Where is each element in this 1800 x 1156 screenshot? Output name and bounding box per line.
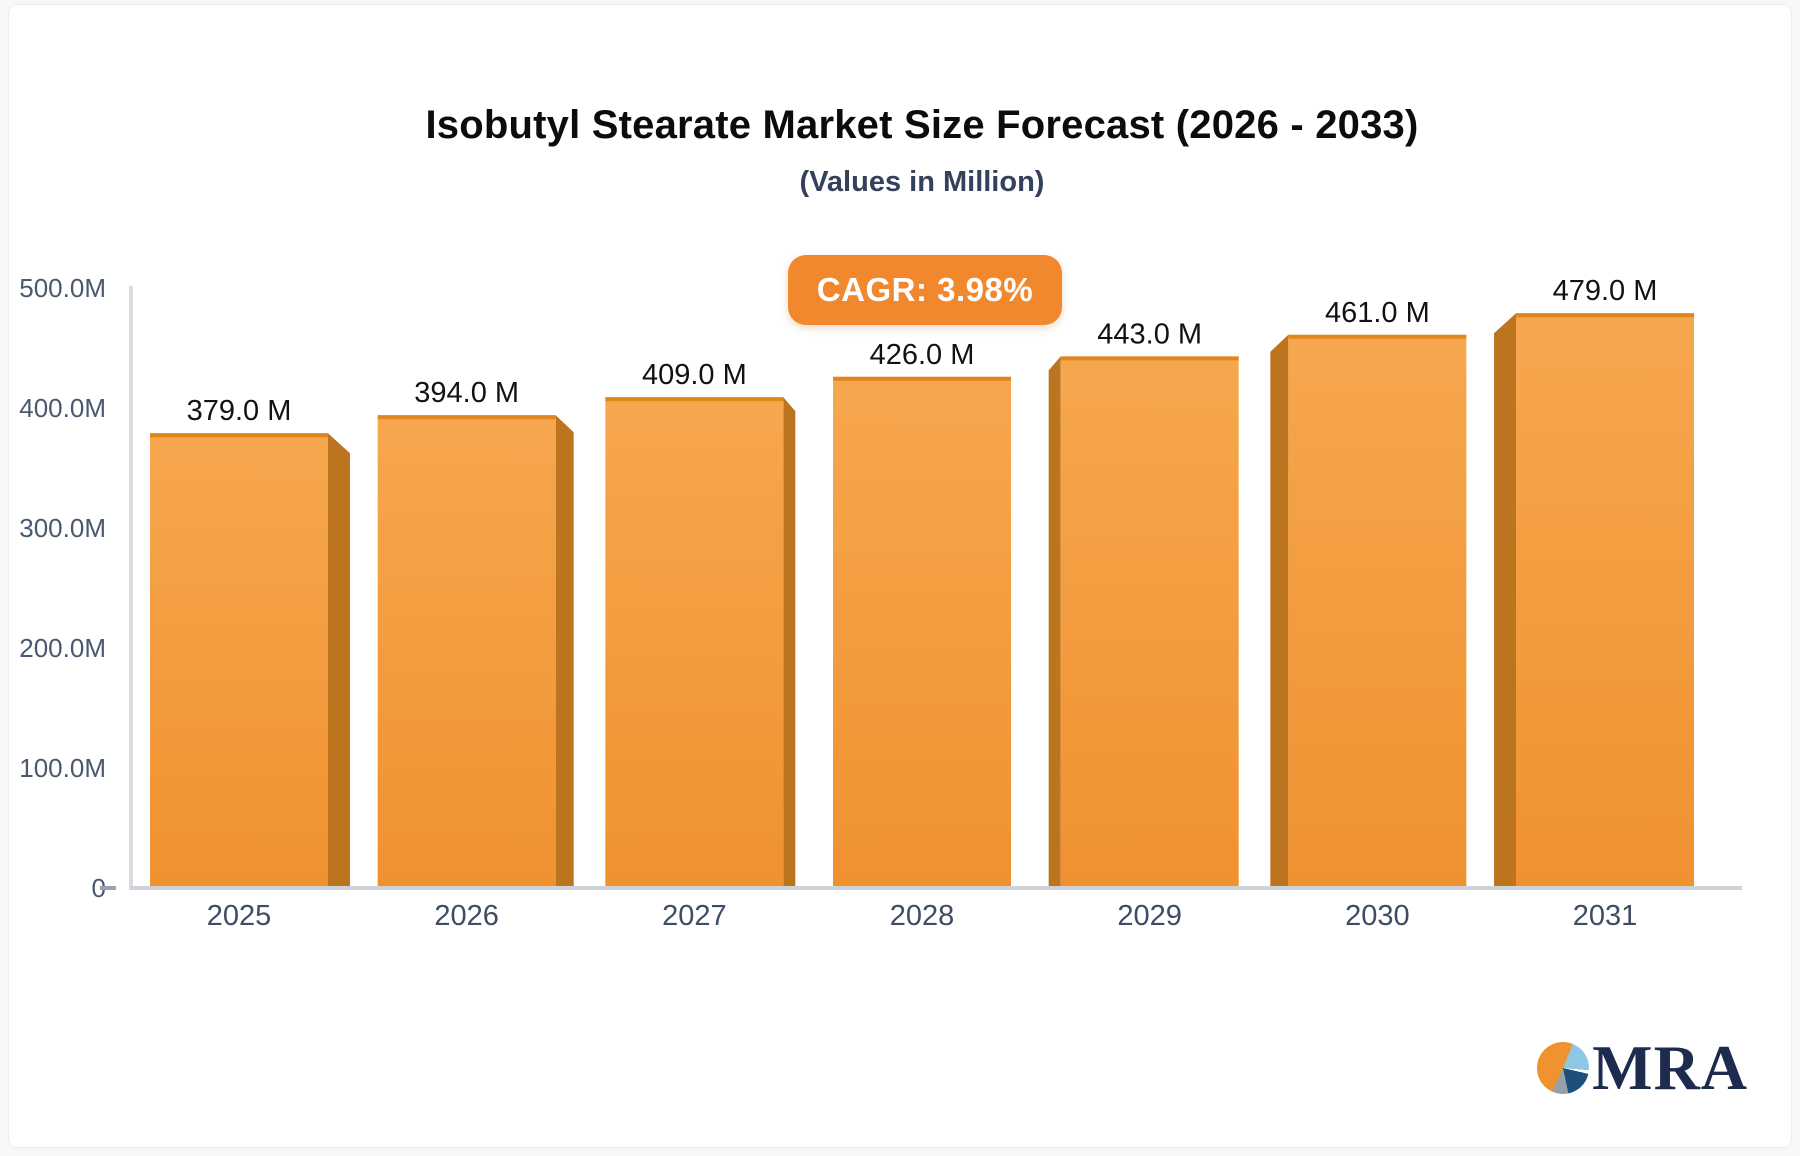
bar-side: [328, 433, 350, 888]
y-tick-label: 0: [92, 873, 106, 903]
value-label: 443.0 M: [1097, 318, 1202, 350]
y-tick-label: 400.0M: [19, 393, 106, 423]
bar: [150, 433, 328, 888]
x-tick-label: 2025: [207, 900, 272, 932]
bar: [1288, 334, 1467, 888]
chart-subtitle: (Values in Million): [799, 166, 1045, 198]
value-label: 394.0 M: [414, 377, 519, 409]
bar-side: [1270, 334, 1289, 888]
y-tick-label: 500.0M: [19, 273, 106, 303]
value-label: 479.0 M: [1553, 275, 1658, 307]
x-tick-label: 2029: [1117, 900, 1182, 932]
bar-side: [555, 415, 574, 888]
x-tick-label: 2031: [1573, 900, 1638, 932]
bar-top-edge: [150, 433, 328, 438]
cagr-badge: CAGR: 3.98%: [788, 255, 1062, 325]
bar-top-edge: [1288, 334, 1467, 339]
bar-top-edge: [1060, 356, 1239, 361]
value-label: 461.0 M: [1325, 297, 1430, 329]
value-label: 379.0 M: [187, 395, 292, 427]
cagr-badge-label: CAGR: 3.98%: [816, 271, 1034, 308]
bar: [1516, 313, 1695, 888]
x-tick-label: 2027: [662, 900, 727, 932]
bar: [1060, 356, 1239, 888]
y-tick-label: 200.0M: [19, 633, 106, 663]
bar-top-edge: [1516, 313, 1695, 318]
bar: [833, 376, 1012, 888]
value-label: 426.0 M: [870, 339, 975, 371]
bar: [377, 415, 556, 888]
y-tick-label: 100.0M: [19, 753, 106, 783]
mra-logo-text: MRA: [1592, 1032, 1748, 1103]
pie-chart-icon: [1537, 1042, 1590, 1094]
bar-side: [1494, 313, 1517, 888]
bar: [605, 397, 784, 888]
x-tick-label: 2026: [434, 900, 499, 932]
bar-top-edge: [833, 376, 1012, 381]
bar-top-edge: [377, 415, 556, 420]
bar-side: [1048, 356, 1061, 888]
x-tick-label: 2028: [890, 900, 955, 932]
bar-top-edge: [605, 397, 784, 402]
bar-side: [783, 397, 796, 888]
x-tick-label: 2030: [1345, 900, 1410, 932]
chart-title: Isobutyl Stearate Market Size Forecast (…: [425, 103, 1419, 147]
mra-logo: MRA: [1537, 1020, 1748, 1116]
value-label: 409.0 M: [642, 359, 747, 391]
y-tick-label: 300.0M: [19, 513, 106, 543]
